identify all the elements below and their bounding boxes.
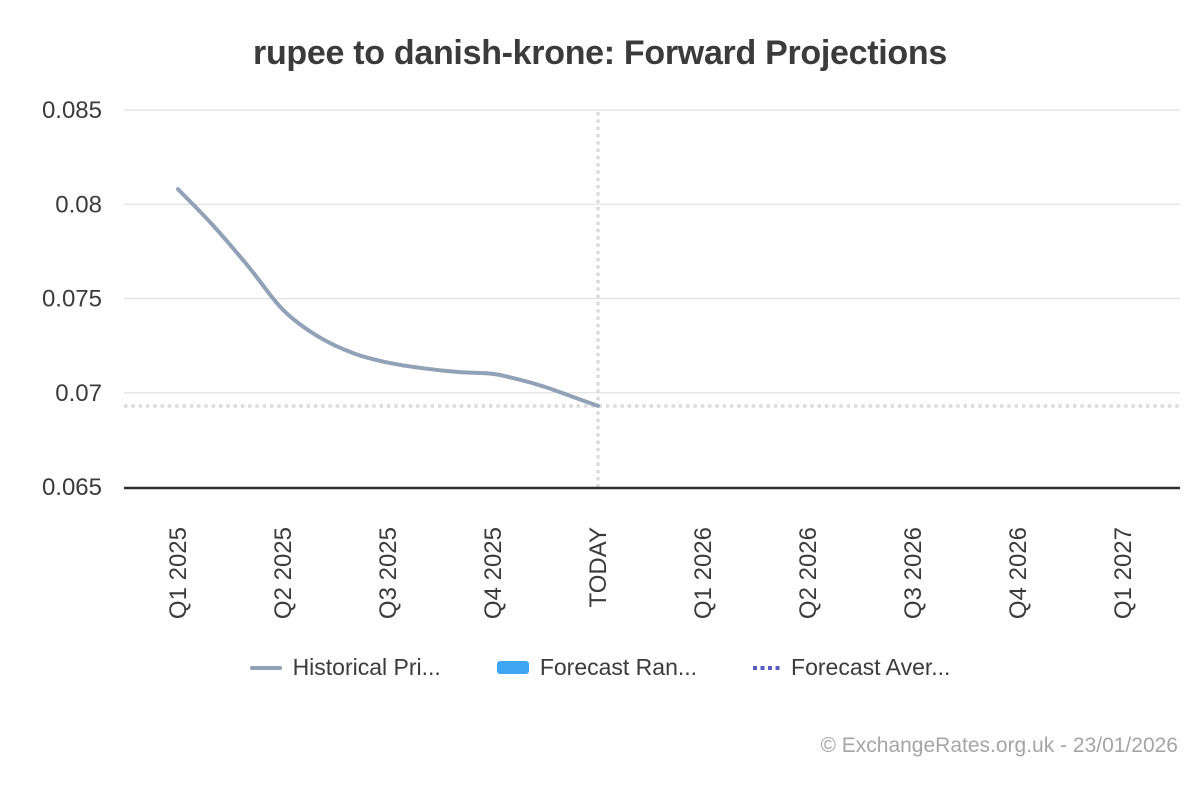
x-axis-tick-label: Q2 2025 (270, 527, 297, 619)
x-axis-tick-label: Q3 2025 (375, 527, 402, 619)
y-axis-tick-label: 0.08 (55, 191, 102, 218)
y-axis-tick-label: 0.07 (55, 380, 102, 407)
x-axis-tick-label: Q4 2026 (1005, 527, 1032, 619)
legend-item-forecast-average[interactable]: Forecast Aver... (753, 654, 950, 681)
historical-price-line (176, 187, 600, 408)
x-axis-tick-label: TODAY (585, 527, 612, 607)
legend-label-historical-price: Historical Pri... (292, 654, 441, 680)
x-axis-tick-label: Q3 2026 (900, 527, 927, 619)
legend-item-historical-price[interactable]: Historical Pri... (249, 654, 441, 681)
legend-label-forecast-range: Forecast Ran... (539, 654, 698, 680)
legend-label-forecast-average: Forecast Aver... (791, 654, 951, 680)
chart-title: rupee to danish-krone: Forward Projectio… (253, 34, 947, 72)
y-axis-tick-label: 0.085 (42, 97, 102, 124)
chart-legend: Historical Pri... Forecast Ran... Foreca… (0, 654, 1200, 681)
forecast-range-area-swatch-icon (496, 661, 529, 674)
historical-price-line-swatch-icon (249, 665, 282, 670)
forecast-average-dotted-swatch-icon (753, 665, 781, 670)
copyright-attribution: © ExchangeRates.org.uk - 23/01/2026 (820, 734, 1178, 757)
x-axis-tick-label: Q1 2027 (1110, 527, 1137, 619)
x-axis-tick-label: Q1 2026 (690, 527, 717, 619)
x-axis-tick-label: Q2 2026 (795, 527, 822, 619)
x-axis-tick-label: Q1 2025 (165, 527, 192, 619)
x-axis-tick-label: Q4 2025 (480, 527, 507, 619)
y-axis-tick-label: 0.065 (42, 474, 102, 501)
y-axis-tick-label: 0.075 (42, 286, 102, 313)
legend-item-forecast-range[interactable]: Forecast Ran... (496, 654, 698, 681)
